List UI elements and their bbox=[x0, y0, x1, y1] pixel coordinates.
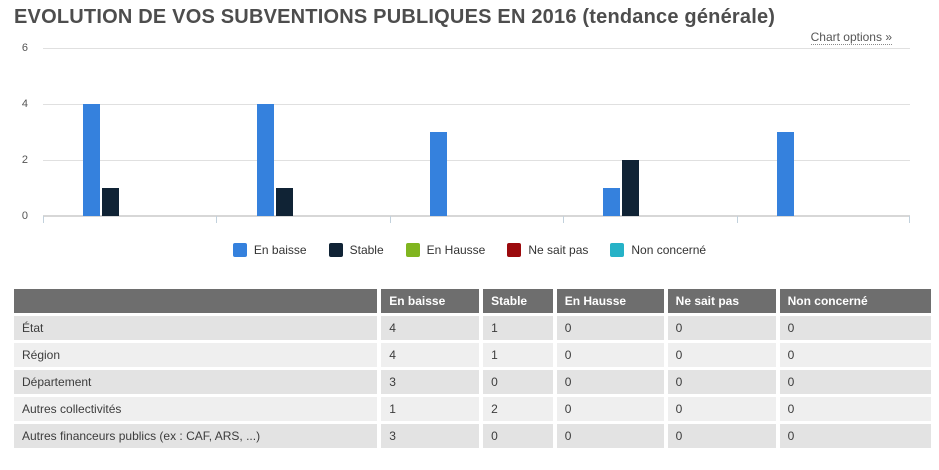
y-axis-tick-label: 6 bbox=[21, 42, 28, 54]
x-axis-tick bbox=[389, 216, 391, 223]
value-cell: 0 bbox=[667, 370, 776, 394]
bar bbox=[622, 160, 640, 216]
table-header-cell: En baisse bbox=[381, 289, 480, 313]
value-cell: 0 bbox=[556, 343, 664, 367]
value-cell: 3 bbox=[381, 424, 480, 448]
row-label: Département bbox=[14, 370, 378, 394]
results-table: En baisse Stable En Hausse Ne sait pas Non c… bbox=[10, 286, 935, 451]
row-label: Autres financeurs publics (ex : CAF, ARS… bbox=[14, 424, 378, 448]
table-row: Région 4 1 0 0 0 bbox=[14, 343, 931, 367]
chart-options-link[interactable]: Chart options » bbox=[810, 30, 892, 45]
value-cell: 0 bbox=[779, 316, 931, 340]
legend-swatch-icon bbox=[507, 243, 522, 257]
value-cell: 4 bbox=[381, 343, 480, 367]
y-axis-tick-label: 0 bbox=[21, 210, 28, 222]
table-header-cell: Non concerné bbox=[779, 289, 931, 313]
row-label: Région bbox=[14, 343, 378, 367]
bar-group-4 bbox=[563, 48, 736, 216]
bar bbox=[102, 188, 120, 216]
value-cell: 0 bbox=[667, 343, 776, 367]
bar bbox=[776, 132, 794, 216]
value-cell: 0 bbox=[667, 397, 776, 421]
x-axis-tick bbox=[216, 216, 218, 223]
bar-chart: 6 4 2 0 bbox=[0, 42, 939, 278]
row-label: État bbox=[14, 316, 378, 340]
legend-label: En baisse bbox=[253, 243, 307, 257]
value-cell: 0 bbox=[667, 316, 776, 340]
value-cell: 4 bbox=[381, 316, 480, 340]
legend-item: Stable bbox=[328, 243, 384, 257]
legend-swatch-icon bbox=[610, 243, 625, 257]
y-axis: 6 4 2 0 bbox=[0, 42, 30, 222]
table-header-cell: Ne sait pas bbox=[667, 289, 776, 313]
legend-label: Non concerné bbox=[631, 243, 707, 257]
legend-label: Ne sait pas bbox=[528, 243, 589, 257]
legend-label: En Hausse bbox=[426, 243, 486, 257]
table-header-row: En baisse Stable En Hausse Ne sait pas Non c… bbox=[14, 289, 931, 313]
table-row: État 4 1 0 0 0 bbox=[14, 316, 931, 340]
table-row: Département 3 0 0 0 0 bbox=[14, 370, 931, 394]
table-row: Autres financeurs publics (ex : CAF, ARS… bbox=[14, 424, 931, 448]
value-cell: 0 bbox=[779, 424, 931, 448]
chart-legend: En baisse Stable En Hausse Ne sait pas Non c… bbox=[0, 243, 939, 257]
value-cell: 2 bbox=[483, 397, 553, 421]
bar bbox=[275, 188, 293, 216]
value-cell: 0 bbox=[556, 397, 664, 421]
x-axis-tick bbox=[736, 216, 738, 223]
legend-swatch-icon bbox=[405, 243, 420, 257]
table-header-empty bbox=[14, 289, 378, 313]
bar-group-5 bbox=[737, 48, 910, 216]
x-axis-tick bbox=[563, 216, 565, 223]
bar bbox=[430, 132, 448, 216]
gridline bbox=[43, 104, 910, 105]
bar bbox=[256, 104, 274, 216]
bar-group-3 bbox=[390, 48, 563, 216]
x-axis-tick bbox=[43, 216, 44, 223]
gridline bbox=[43, 48, 910, 49]
legend-item: Non concerné bbox=[610, 243, 706, 257]
legend-swatch-icon bbox=[328, 243, 343, 257]
bar bbox=[603, 188, 621, 216]
x-axis-baseline bbox=[43, 215, 910, 217]
bar bbox=[83, 104, 101, 216]
table-header-cell: En Hausse bbox=[556, 289, 664, 313]
legend-swatch-icon bbox=[232, 243, 247, 257]
value-cell: 0 bbox=[556, 316, 664, 340]
value-cell: 0 bbox=[556, 424, 664, 448]
value-cell: 1 bbox=[483, 316, 553, 340]
bar-group-2 bbox=[216, 48, 389, 216]
value-cell: 0 bbox=[483, 424, 553, 448]
y-axis-tick-label: 4 bbox=[21, 98, 28, 110]
value-cell: 0 bbox=[779, 343, 931, 367]
legend-item: En Hausse bbox=[405, 243, 486, 257]
y-axis-tick-label: 2 bbox=[21, 154, 28, 166]
value-cell: 0 bbox=[483, 370, 553, 394]
value-cell: 0 bbox=[779, 397, 931, 421]
x-axis-tick bbox=[909, 216, 910, 223]
value-cell: 1 bbox=[483, 343, 553, 367]
table-row: Autres collectivités 1 2 0 0 0 bbox=[14, 397, 931, 421]
value-cell: 3 bbox=[381, 370, 480, 394]
value-cell: 0 bbox=[779, 370, 931, 394]
legend-item: Ne sait pas bbox=[507, 243, 588, 257]
page-title: EVOLUTION DE VOS SUBVENTIONS PUBLIQUES E… bbox=[14, 6, 776, 28]
row-label: Autres collectivités bbox=[14, 397, 378, 421]
legend-item: En baisse bbox=[232, 243, 307, 257]
bar-group-1 bbox=[43, 48, 216, 216]
value-cell: 1 bbox=[381, 397, 480, 421]
bars-row bbox=[43, 48, 910, 216]
value-cell: 0 bbox=[556, 370, 664, 394]
value-cell: 0 bbox=[667, 424, 776, 448]
legend-label: Stable bbox=[349, 243, 384, 257]
gridline bbox=[43, 160, 910, 161]
chart-plot-area bbox=[43, 48, 910, 223]
table-header-cell: Stable bbox=[483, 289, 553, 313]
